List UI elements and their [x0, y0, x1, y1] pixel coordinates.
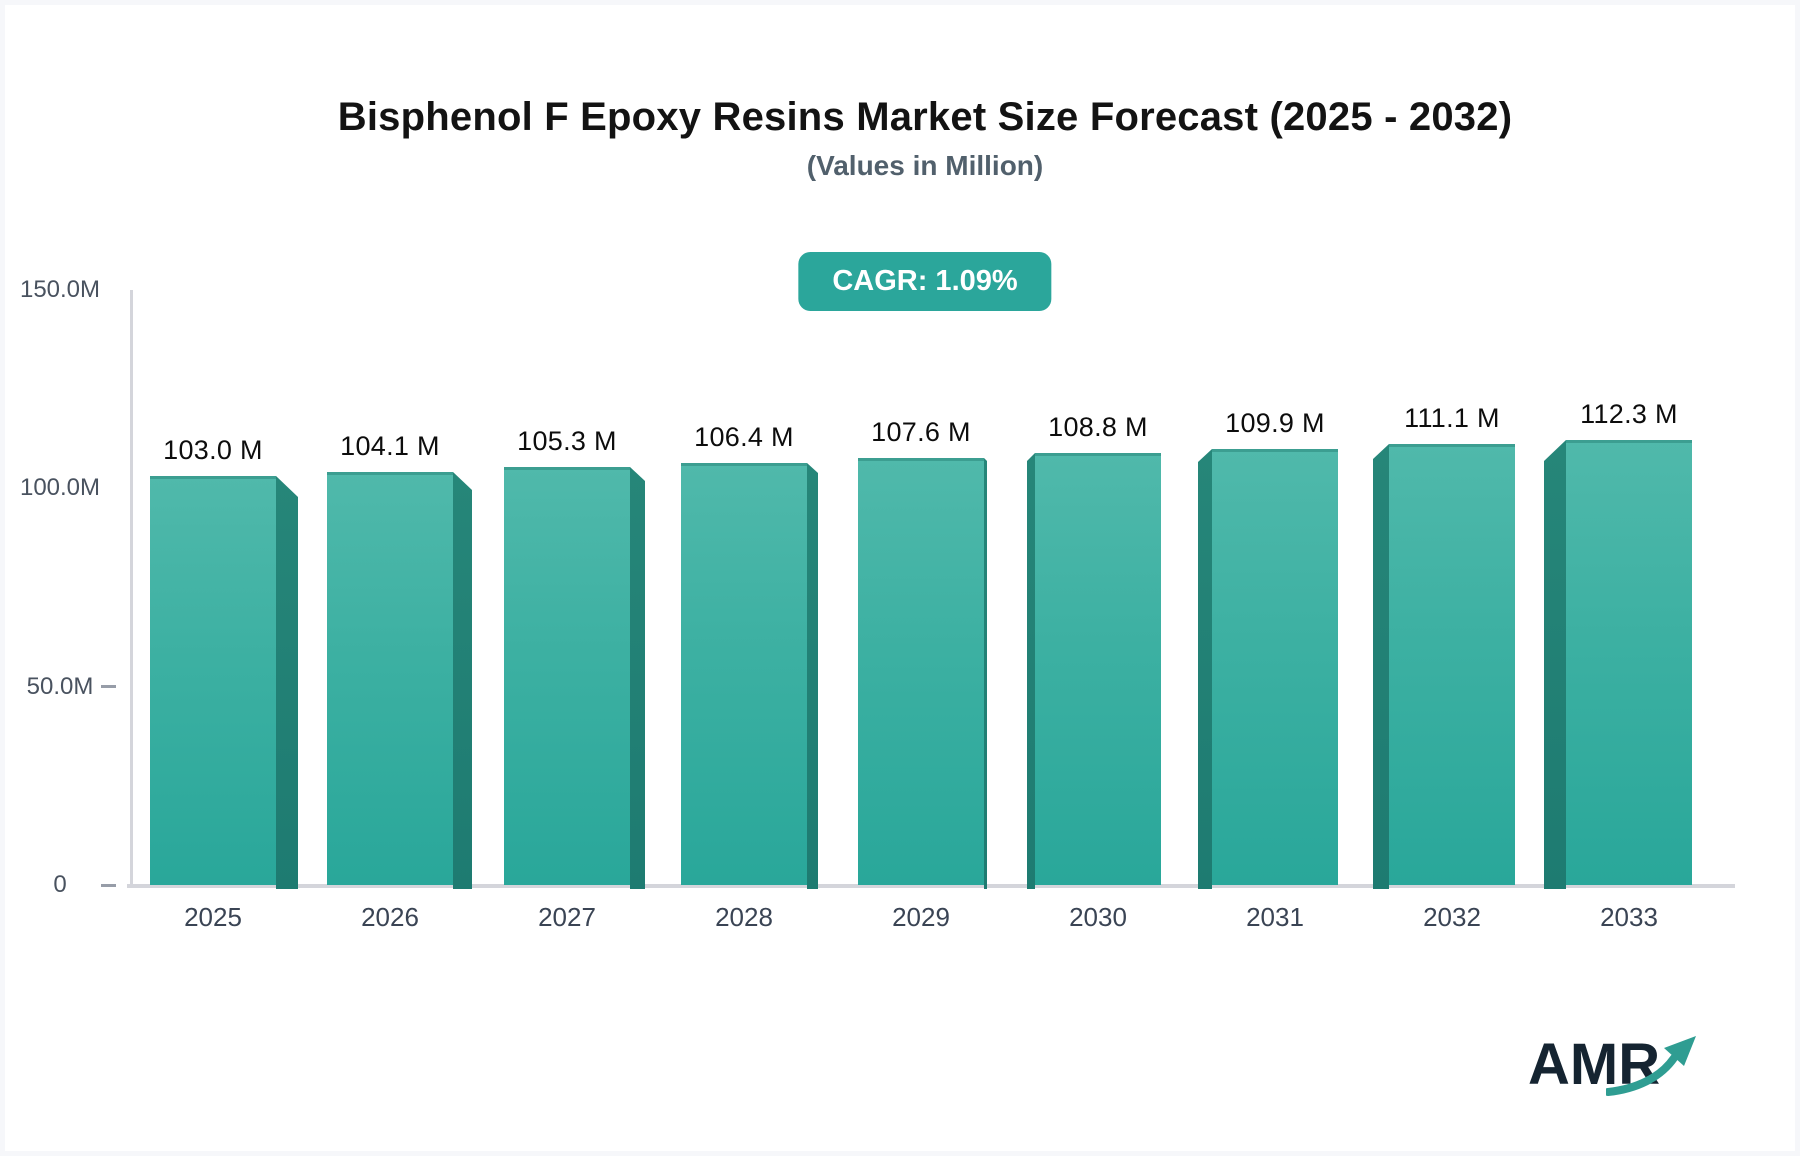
y-tick-mark-0: [101, 884, 116, 887]
bar-face-2027: [504, 467, 630, 885]
bar-value-label-2031: 109.9 M: [1225, 408, 1325, 438]
bar-face-2025: [150, 476, 276, 885]
bar-value-label-2030: 108.8 M: [1048, 412, 1148, 442]
bar-side-2027: [630, 467, 645, 889]
y-tick-100m: 100.0M: [19, 474, 101, 501]
bar-face-2026: [327, 472, 453, 885]
bar-face-2030: [1035, 453, 1161, 885]
bar-side-2030: [1027, 453, 1035, 889]
chart-subtitle: (Values in Million): [806, 150, 1044, 181]
bar-side-2028: [807, 463, 818, 889]
y-tick-0: 0: [53, 871, 67, 898]
x-axis-label-2033: 2033: [1600, 902, 1658, 932]
x-axis-label-2030: 2030: [1069, 902, 1127, 932]
bar-face-2028: [681, 463, 807, 885]
bar-side-2031: [1198, 449, 1212, 889]
bar-value-label-2033: 112.3 M: [1580, 399, 1678, 429]
x-axis-label-2026: 2026: [361, 902, 419, 932]
bar-side-2032: [1373, 444, 1389, 889]
bar-value-label-2032: 111.1 M: [1404, 403, 1500, 433]
bar-value-label-2027: 105.3 M: [517, 426, 617, 456]
cagr-badge: CAGR: 1.09%: [798, 252, 1052, 311]
bar-side-2025: [276, 476, 298, 889]
amr-logo: AMR: [1528, 1030, 1728, 1120]
y-axis-line: [130, 290, 133, 886]
y-tick-mark-50m: [101, 685, 116, 688]
bar-value-label-2028: 106.4 M: [694, 422, 794, 452]
x-axis-label-2028: 2028: [715, 902, 773, 932]
bar-face-2032: [1389, 444, 1515, 885]
bar-side-2033: [1544, 440, 1566, 889]
bar-side-2029: [984, 458, 987, 889]
y-tick-150m: 150.0M: [19, 276, 101, 303]
x-axis-label-2025: 2025: [184, 902, 242, 932]
bar-face-2033: [1566, 440, 1692, 885]
x-axis-label-2027: 2027: [538, 902, 596, 932]
x-axis-baseline: [127, 884, 1735, 888]
x-axis-label-2031: 2031: [1246, 902, 1304, 932]
bar-face-2031: [1212, 449, 1338, 885]
y-tick-50m: 50.0M: [26, 673, 94, 700]
chart-title: Bisphenol F Epoxy Resins Market Size For…: [337, 95, 1513, 139]
bar-value-label-2025: 103.0 M: [163, 435, 263, 465]
bar-value-label-2029: 107.6 M: [871, 417, 971, 447]
growth-arrow-icon: [1606, 1036, 1696, 1096]
bar-side-2026: [453, 472, 472, 889]
x-axis-label-2032: 2032: [1423, 902, 1481, 932]
x-axis-label-2029: 2029: [892, 902, 950, 932]
bar-value-label-2026: 104.1 M: [340, 431, 440, 461]
bar-face-2029: [858, 458, 984, 885]
